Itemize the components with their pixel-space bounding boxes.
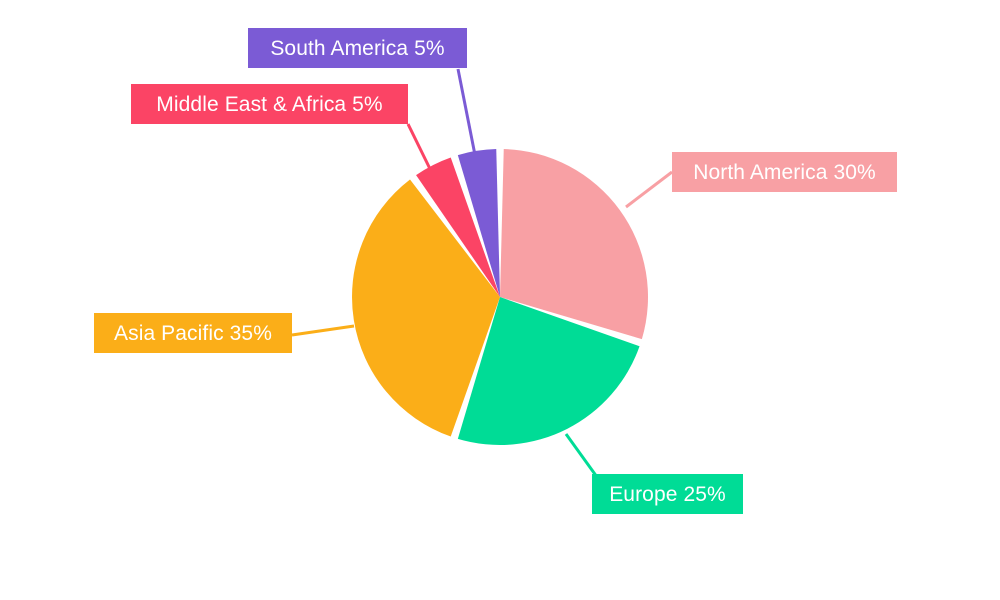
pie-label-asia-pacific[interactable]: Asia Pacific 35% <box>94 313 292 353</box>
pie-label-north-america[interactable]: North America 30% <box>672 152 897 192</box>
pie-slices-group <box>352 149 649 446</box>
leader-line-north-america <box>625 170 673 209</box>
leader-line-south-america <box>456 68 477 156</box>
pie-slice-asia-pacific[interactable] <box>352 179 500 437</box>
pie-label-europe[interactable]: Europe 25% <box>592 474 743 514</box>
pie-label-middle-east-africa[interactable]: Middle East & Africa 5% <box>131 84 408 124</box>
leader-lines-group <box>291 68 673 478</box>
pie-label-south-america[interactable]: South America 5% <box>248 28 467 68</box>
leader-line-asia-pacific <box>291 324 355 337</box>
pie-slice-south-america[interactable] <box>457 149 500 297</box>
leader-line-europe <box>564 433 599 478</box>
leader-line-middle-east-africa <box>406 123 435 176</box>
pie-slice-europe[interactable] <box>457 297 640 446</box>
pie-slice-north-america[interactable] <box>500 149 649 340</box>
pie-slice-middle-east-africa[interactable] <box>416 157 500 297</box>
